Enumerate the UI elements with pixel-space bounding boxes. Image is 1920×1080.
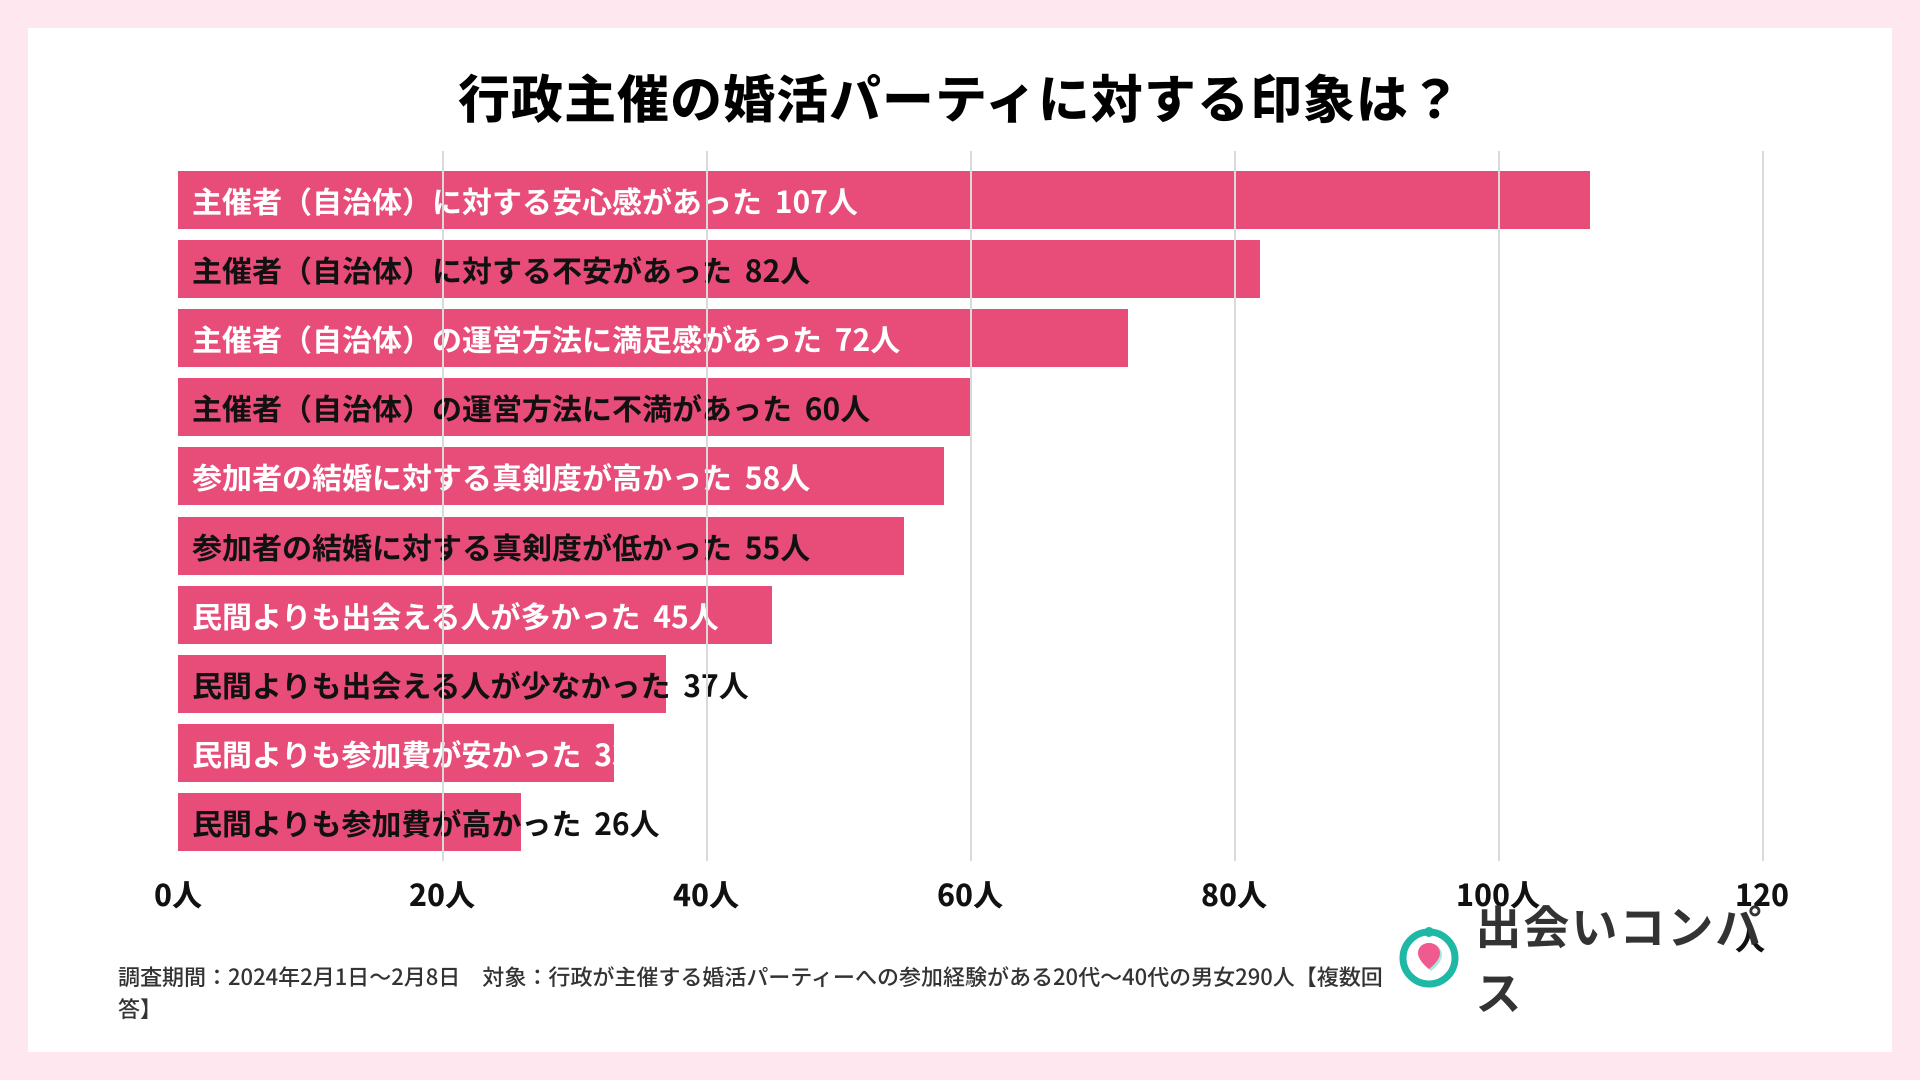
plot-region: 主催者（自治体）に対する安心感があった 107人主催者（自治体）に対する不安があ… xyxy=(178,161,1762,861)
bar-label-text: 民間よりも出会える人が少なかった xyxy=(192,662,671,706)
bar-label: 民間よりも出会える人が少なかった 37人 xyxy=(192,662,749,706)
bar-count: 26人 xyxy=(581,800,659,844)
bar-label-text: 主催者（自治体）に対する安心感があった xyxy=(192,178,762,222)
bar-label-text: 主催者（自治体）の運営方法に不満があった xyxy=(192,385,792,429)
gridline xyxy=(1762,151,1764,861)
brand-logo: 出会いコンパス xyxy=(1397,892,1802,1024)
gridline xyxy=(1234,151,1236,861)
bar-label: 主催者（自治体）の運営方法に満足感があった 72人 xyxy=(192,316,900,360)
bar-label-text: 民間よりも参加費が高かった xyxy=(192,800,581,844)
bar-count: 72人 xyxy=(822,316,900,360)
bar-label: 民間よりも参加費が安かった 33人 xyxy=(192,731,660,775)
bar-label-text: 主催者（自治体）の運営方法に満足感があった xyxy=(192,316,822,360)
gridline xyxy=(970,151,972,861)
brand-name: 出会いコンパス xyxy=(1475,892,1802,1024)
gridline xyxy=(706,151,708,861)
bar-count: 58人 xyxy=(732,454,810,498)
bar-count: 107人 xyxy=(762,178,858,222)
survey-note: 調査期間：2024年2月1日〜2月8日 対象：行政が主催する婚活パーティーへの参… xyxy=(118,960,1397,1024)
chart-area: 主催者（自治体）に対する安心感があった 107人主催者（自治体）に対する不安があ… xyxy=(118,161,1802,921)
bar-label-text: 民間よりも出会える人が多かった xyxy=(192,593,641,637)
bar-label: 主催者（自治体）の運営方法に不満があった 60人 xyxy=(192,385,870,429)
bar-count: 37人 xyxy=(671,662,749,706)
gridline xyxy=(442,151,444,861)
bar-label: 民間よりも参加費が高かった 26人 xyxy=(192,800,660,844)
bar-label: 主催者（自治体）に対する不安があった 82人 xyxy=(192,247,810,291)
card: 行政主催の婚活パーティに対する印象は？ 主催者（自治体）に対する安心感があった … xyxy=(28,28,1892,1052)
bar-count: 82人 xyxy=(732,247,810,291)
bar-label: 主催者（自治体）に対する安心感があった 107人 xyxy=(192,178,858,222)
bar-count: 55人 xyxy=(732,524,810,568)
bar-label-text: 参加者の結婚に対する真剣度が低かった xyxy=(192,524,732,568)
footer: 調査期間：2024年2月1日〜2月8日 対象：行政が主催する婚活パーティーへの参… xyxy=(118,892,1802,1024)
bar-label-text: 主催者（自治体）に対する不安があった xyxy=(192,247,732,291)
bar-label: 参加者の結婚に対する真剣度が低かった 55人 xyxy=(192,524,810,568)
bar-label-text: 民間よりも参加費が安かった xyxy=(192,731,581,775)
gridline xyxy=(1498,151,1500,861)
bar-label-text: 参加者の結婚に対する真剣度が高かった xyxy=(192,454,732,498)
chart-title: 行政主催の婚活パーティに対する印象は？ xyxy=(118,58,1802,133)
bar-label: 民間よりも出会える人が多かった 45人 xyxy=(192,593,719,637)
bar-count: 60人 xyxy=(792,385,870,429)
bar-label: 参加者の結婚に対する真剣度が高かった 58人 xyxy=(192,454,810,498)
bar-count: 33人 xyxy=(581,731,659,775)
compass-icon xyxy=(1397,926,1461,990)
outer-frame: 行政主催の婚活パーティに対する印象は？ 主催者（自治体）に対する安心感があった … xyxy=(0,0,1920,1080)
